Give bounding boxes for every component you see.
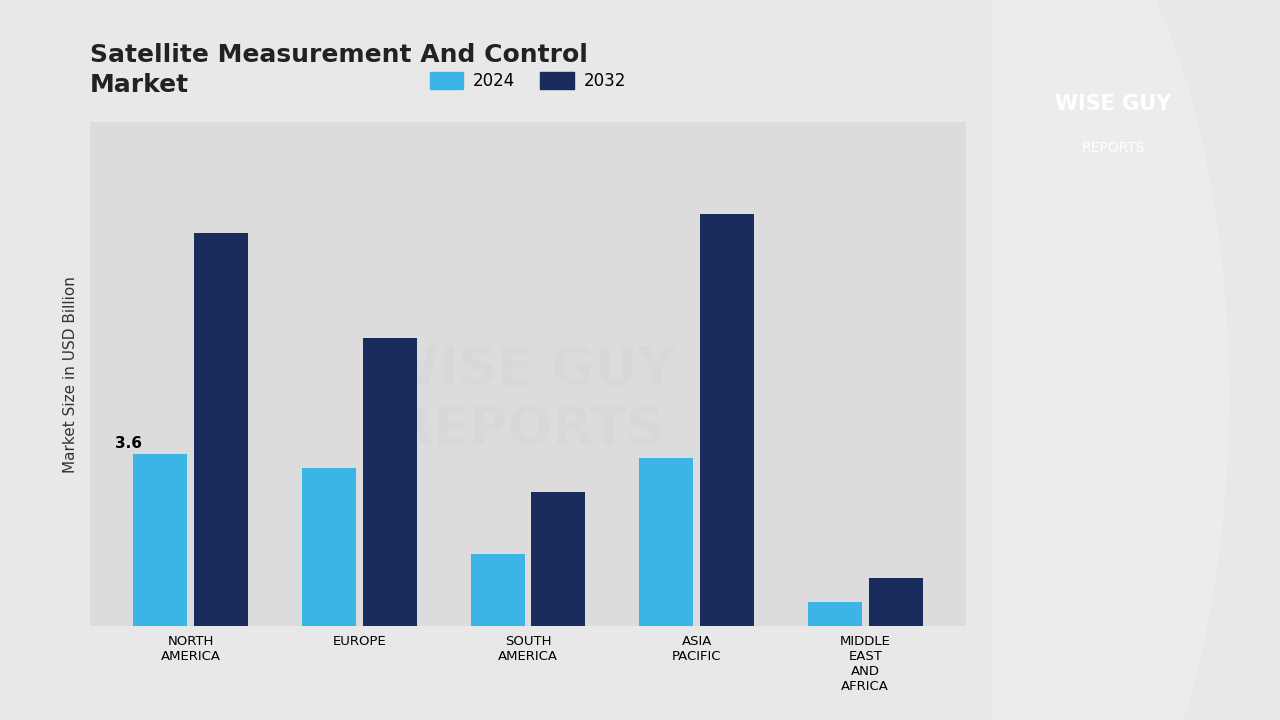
Circle shape <box>814 0 1228 720</box>
Bar <box>195 233 248 626</box>
Bar <box>302 468 356 626</box>
Y-axis label: Market Size in USD Billion: Market Size in USD Billion <box>64 276 78 473</box>
Bar <box>531 492 585 626</box>
Text: WISE GUY: WISE GUY <box>1055 94 1171 114</box>
Text: WISE GUY
REPORTS: WISE GUY REPORTS <box>381 343 675 456</box>
Text: REPORTS: REPORTS <box>1082 140 1144 155</box>
Bar <box>133 454 187 626</box>
Bar <box>700 214 754 626</box>
Legend: 2024, 2032: 2024, 2032 <box>424 66 632 96</box>
Text: 3.6: 3.6 <box>115 436 142 451</box>
Text: Satellite Measurement And Control
Market: Satellite Measurement And Control Market <box>90 43 588 97</box>
Bar <box>362 338 417 626</box>
Bar <box>808 603 861 626</box>
Bar <box>869 578 923 626</box>
Bar <box>639 459 694 626</box>
Bar <box>471 554 525 626</box>
